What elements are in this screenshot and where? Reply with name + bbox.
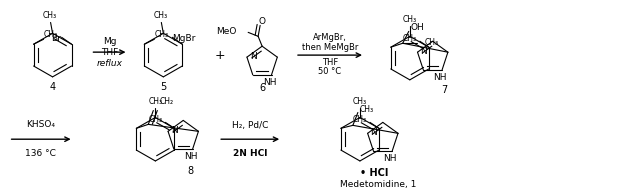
Text: reflux: reflux xyxy=(96,58,122,68)
Text: CH₂: CH₂ xyxy=(159,97,174,106)
Text: NH: NH xyxy=(263,78,276,87)
Text: 7: 7 xyxy=(442,85,448,95)
Text: OH: OH xyxy=(411,23,424,32)
Text: N: N xyxy=(250,52,257,61)
Text: MeO: MeO xyxy=(216,27,236,36)
Text: THF: THF xyxy=(322,57,338,66)
Text: 8: 8 xyxy=(187,166,194,176)
Text: ArMgBr,: ArMgBr, xyxy=(313,33,347,42)
Text: CH₃: CH₃ xyxy=(403,15,417,24)
Text: CH₃: CH₃ xyxy=(44,30,58,39)
Text: CH₃: CH₃ xyxy=(149,115,163,124)
Text: NH: NH xyxy=(184,152,197,161)
Text: 50 °C: 50 °C xyxy=(318,67,341,76)
Text: Mg: Mg xyxy=(103,37,116,46)
Text: H₂, Pd/C: H₂, Pd/C xyxy=(232,121,268,130)
Text: CH₃: CH₃ xyxy=(353,97,367,106)
Text: THF: THF xyxy=(101,48,118,57)
Text: CH₃: CH₃ xyxy=(360,105,374,114)
Text: N: N xyxy=(171,126,178,135)
Text: NH: NH xyxy=(383,154,397,163)
Text: CH₃: CH₃ xyxy=(149,97,163,106)
Text: CH₃: CH₃ xyxy=(42,11,57,20)
Text: CH₃: CH₃ xyxy=(353,115,367,124)
Text: 6: 6 xyxy=(259,83,265,93)
Text: CH₃: CH₃ xyxy=(425,38,439,47)
Text: NH: NH xyxy=(433,73,447,82)
Text: KHSO₄: KHSO₄ xyxy=(26,120,55,129)
Text: N: N xyxy=(370,128,377,137)
Text: Medetomidine, 1: Medetomidine, 1 xyxy=(340,180,416,189)
Text: 2N HCl: 2N HCl xyxy=(233,149,267,158)
Text: CH₃: CH₃ xyxy=(154,30,168,39)
Text: O: O xyxy=(258,17,266,26)
Text: • HCl: • HCl xyxy=(359,168,388,178)
Text: 4: 4 xyxy=(50,82,56,92)
Text: MgBr: MgBr xyxy=(172,34,195,43)
Text: 5: 5 xyxy=(160,82,167,92)
Text: N: N xyxy=(421,47,427,56)
Text: 136 °C: 136 °C xyxy=(25,149,56,158)
Text: then MeMgBr: then MeMgBr xyxy=(302,43,358,52)
Text: Br: Br xyxy=(51,34,62,43)
Text: CH₃: CH₃ xyxy=(153,11,167,20)
Text: CH₃: CH₃ xyxy=(403,34,417,43)
Text: +: + xyxy=(215,49,226,62)
